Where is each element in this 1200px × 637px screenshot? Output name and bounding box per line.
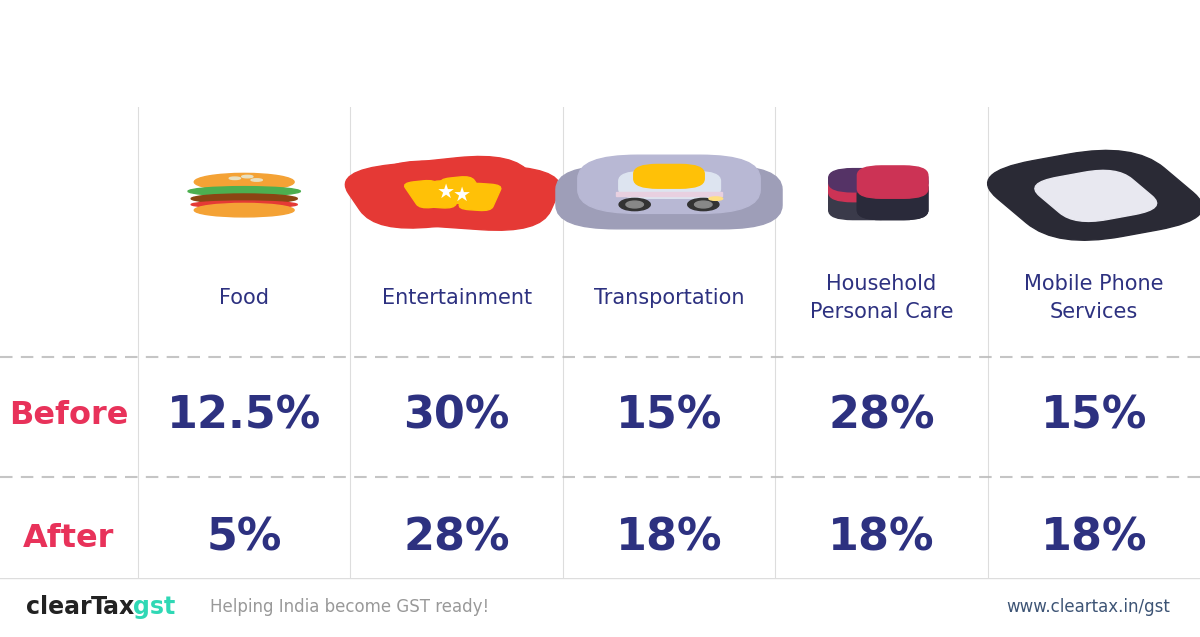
FancyBboxPatch shape (829, 173, 899, 202)
Text: Entertainment: Entertainment (382, 288, 532, 308)
FancyBboxPatch shape (404, 180, 450, 208)
FancyBboxPatch shape (619, 171, 690, 198)
FancyBboxPatch shape (857, 169, 928, 192)
FancyBboxPatch shape (857, 178, 928, 220)
Text: Household
Personal Care: Household Personal Care (810, 274, 953, 322)
Text: ★: ★ (452, 186, 470, 205)
Ellipse shape (191, 194, 298, 203)
Ellipse shape (194, 203, 294, 217)
FancyBboxPatch shape (829, 182, 899, 220)
Text: Helping India become GST ready!: Helping India become GST ready! (210, 598, 490, 615)
FancyBboxPatch shape (857, 166, 928, 198)
Ellipse shape (241, 175, 253, 178)
Text: Tax: Tax (91, 594, 136, 619)
Text: 12.5%: 12.5% (167, 394, 322, 437)
Text: 30%: 30% (403, 394, 510, 437)
Ellipse shape (229, 177, 240, 180)
Ellipse shape (194, 173, 294, 190)
Text: 5%: 5% (206, 517, 282, 560)
Text: www.cleartax.in/gst: www.cleartax.in/gst (1006, 598, 1170, 615)
FancyBboxPatch shape (440, 176, 486, 204)
FancyBboxPatch shape (422, 181, 464, 208)
FancyBboxPatch shape (364, 161, 560, 231)
Ellipse shape (709, 197, 722, 201)
Ellipse shape (251, 179, 263, 182)
Text: 15%: 15% (1040, 394, 1147, 437)
Ellipse shape (1061, 186, 1115, 217)
Ellipse shape (191, 201, 298, 208)
Text: 15%: 15% (616, 394, 722, 437)
Circle shape (619, 198, 650, 211)
Text: gst: gst (133, 594, 175, 619)
Circle shape (695, 201, 712, 208)
Text: 18%: 18% (616, 517, 722, 560)
Text: ★: ★ (437, 183, 455, 202)
FancyBboxPatch shape (857, 182, 928, 220)
FancyBboxPatch shape (556, 166, 782, 229)
FancyBboxPatch shape (634, 164, 704, 188)
Text: clear: clear (26, 594, 92, 619)
FancyBboxPatch shape (616, 192, 722, 196)
Text: 28%: 28% (828, 394, 935, 437)
FancyBboxPatch shape (649, 171, 720, 198)
FancyBboxPatch shape (578, 155, 761, 213)
Circle shape (688, 198, 719, 211)
Text: Mobile Phone
Services: Mobile Phone Services (1024, 274, 1164, 322)
Text: 18%: 18% (828, 517, 935, 560)
Text: Food: Food (220, 288, 269, 308)
Text: 28%: 28% (403, 517, 510, 560)
FancyBboxPatch shape (829, 169, 899, 192)
FancyBboxPatch shape (988, 150, 1200, 240)
Ellipse shape (188, 187, 300, 196)
Text: Impact of GST on household expenses: Impact of GST on household expenses (91, 31, 1109, 76)
Text: Transportation: Transportation (594, 288, 744, 308)
FancyBboxPatch shape (1034, 170, 1157, 222)
FancyBboxPatch shape (460, 183, 500, 210)
FancyBboxPatch shape (346, 157, 546, 228)
Text: 18%: 18% (1040, 517, 1147, 560)
Text: Before: Before (10, 400, 128, 431)
Text: After: After (23, 523, 115, 554)
Circle shape (626, 201, 643, 208)
FancyBboxPatch shape (857, 173, 928, 202)
